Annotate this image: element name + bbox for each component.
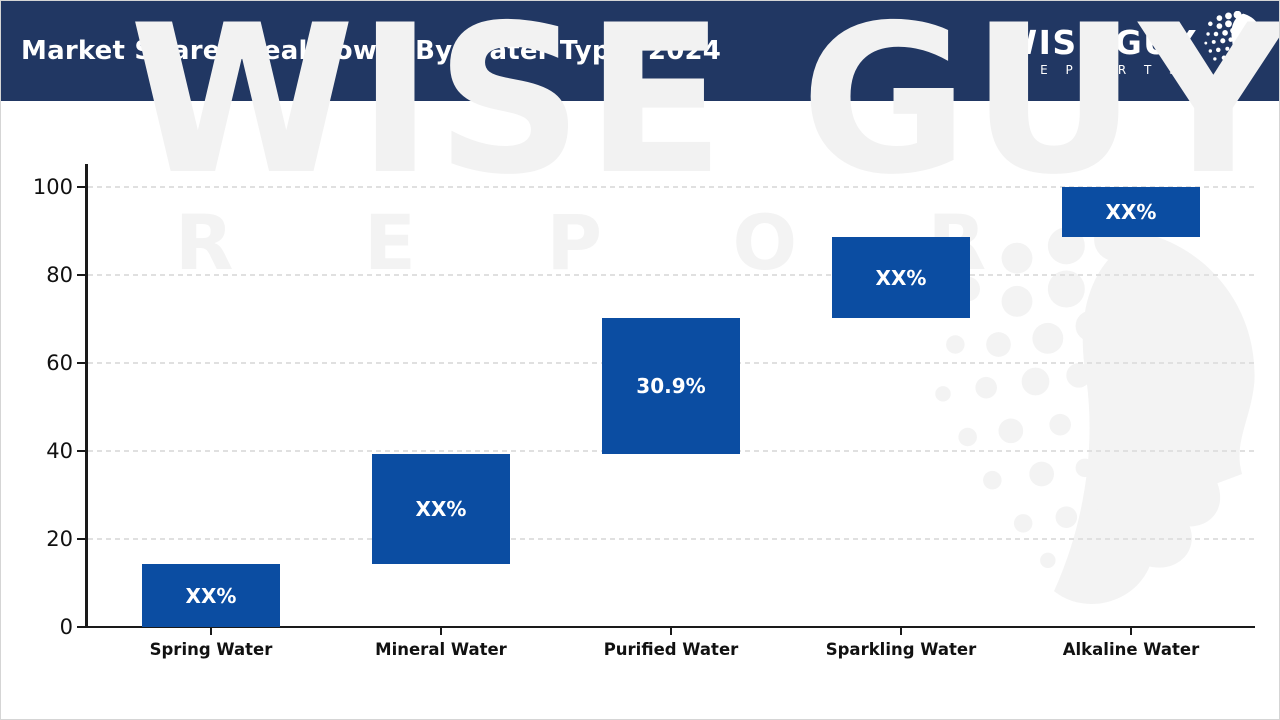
bar-value-label: XX%: [875, 265, 927, 290]
waterfall-bar: 30.9%: [602, 318, 740, 455]
header: Market Share Breakdown, By Water Type, 2…: [1, 1, 1279, 101]
y-gridline: [88, 538, 1254, 540]
logo-wordmark: WISE GUY: [1000, 23, 1197, 62]
y-gridline: [88, 186, 1254, 188]
bar-value-label: XX%: [185, 583, 237, 608]
x-axis-tick: [439, 628, 443, 635]
wise-guy-logo: WISE GUY R E P O R T S: [1001, 9, 1267, 93]
page-title: Market Share Breakdown, By Water Type, 2…: [21, 36, 722, 66]
x-axis-category-label: Purified Water: [603, 640, 739, 659]
bar-value-label: XX%: [1105, 200, 1157, 225]
y-axis-tick: [77, 537, 85, 541]
y-gridline: [88, 274, 1254, 276]
y-axis-tick: [77, 625, 85, 629]
waterfall-bar: XX%: [142, 564, 280, 627]
bar-value-label: 30.9%: [636, 374, 706, 399]
x-axis-tick: [899, 628, 903, 635]
y-axis-tick: [77, 449, 85, 453]
bar-value-label: XX%: [415, 497, 467, 522]
waterfall-bar: XX%: [372, 454, 510, 565]
y-axis-tick-label: 0: [59, 615, 73, 639]
x-axis-category-label: Alkaline Water: [1062, 640, 1200, 659]
y-axis-tick: [77, 185, 85, 189]
y-axis-tick: [77, 361, 85, 365]
x-axis-tick: [1129, 628, 1133, 635]
x-axis-tick: [669, 628, 673, 635]
x-axis-category-label: Sparkling Water: [825, 640, 977, 659]
x-axis: [85, 625, 1255, 628]
y-axis-tick-label: 40: [46, 439, 73, 463]
x-axis-category-label: Spring Water: [149, 640, 273, 659]
x-axis-category-label: Mineral Water: [375, 640, 507, 659]
y-axis-tick-label: 60: [46, 351, 73, 375]
y-axis-tick: [77, 273, 85, 277]
y-axis-tick-label: 80: [46, 263, 73, 287]
y-axis: [85, 164, 88, 628]
logo-subtitle: R E P O R T S: [1013, 63, 1184, 77]
y-axis-tick-label: 20: [46, 527, 73, 551]
x-axis-tick: [209, 628, 213, 635]
y-axis-tick-label: 100: [32, 175, 73, 199]
waterfall-bar: XX%: [1062, 187, 1200, 238]
logo-text: WISE GUY R E P O R T S: [1000, 23, 1197, 78]
dotted-profile-face-icon: [1204, 11, 1264, 82]
waterfall-bar: XX%: [832, 237, 970, 319]
